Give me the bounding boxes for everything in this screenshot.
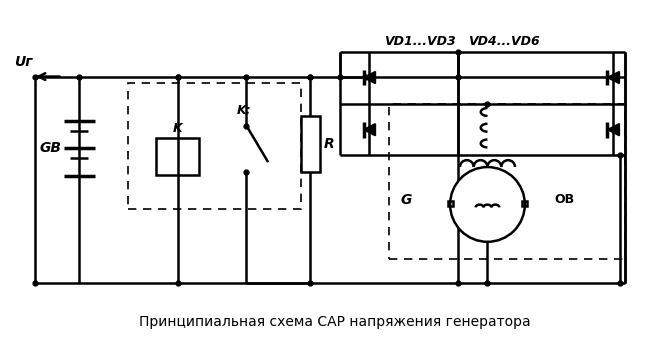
Text: G: G	[401, 192, 412, 206]
Text: VD4...VD6: VD4...VD6	[468, 35, 539, 48]
Text: R: R	[324, 137, 335, 151]
Bar	[301, 116, 320, 172]
Polygon shape	[364, 124, 375, 136]
Bar	[389, 104, 625, 258]
Text: K:: K:	[238, 104, 252, 117]
Text: Uг: Uг	[14, 55, 32, 69]
Polygon shape	[607, 124, 619, 136]
Text: Принципиальная схема САР напряжения генератора: Принципиальная схема САР напряжения гене…	[139, 316, 531, 329]
Bar	[522, 202, 527, 206]
Bar	[448, 202, 453, 206]
Text: GB: GB	[40, 141, 62, 155]
Bar	[156, 138, 199, 175]
Bar	[128, 83, 301, 209]
Text: OB: OB	[554, 193, 574, 206]
Polygon shape	[607, 72, 619, 83]
Polygon shape	[364, 72, 375, 83]
Text: K: K	[173, 122, 183, 135]
Circle shape	[450, 167, 525, 242]
Text: VD1...VD3: VD1...VD3	[384, 35, 456, 48]
